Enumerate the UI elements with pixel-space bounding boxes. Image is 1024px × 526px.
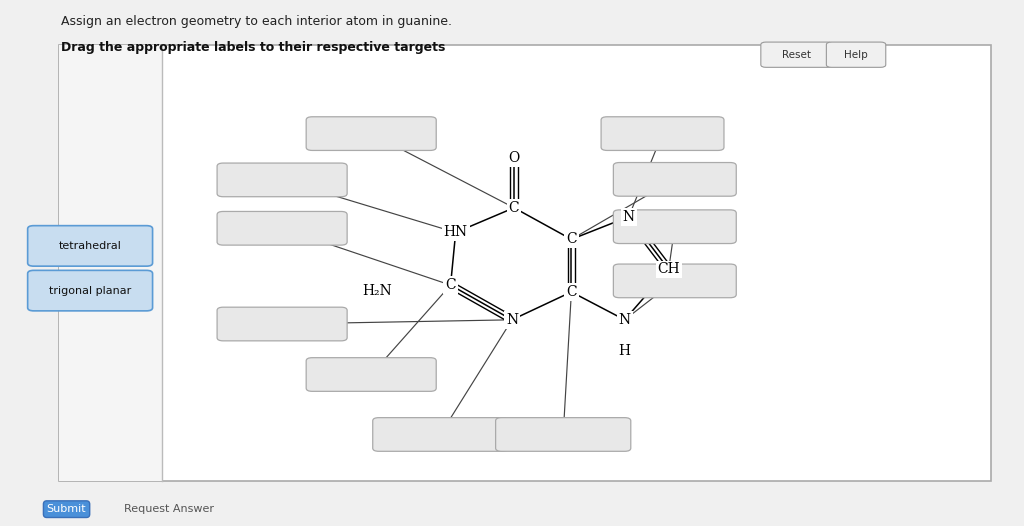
FancyBboxPatch shape [613,163,736,196]
Text: trigonal planar: trigonal planar [49,286,131,296]
FancyBboxPatch shape [761,42,833,67]
Text: CH: CH [657,262,680,276]
Text: Reset: Reset [782,49,811,60]
FancyBboxPatch shape [59,45,162,481]
Text: C: C [566,232,577,246]
Text: Submit: Submit [47,504,86,514]
Text: H₂N: H₂N [361,284,392,298]
FancyBboxPatch shape [217,307,347,341]
Text: Request Answer: Request Answer [124,504,214,514]
Text: N: N [618,313,631,327]
FancyBboxPatch shape [217,163,347,197]
FancyBboxPatch shape [496,418,631,451]
Text: O: O [509,151,519,165]
FancyBboxPatch shape [59,45,991,481]
Text: tetrahedral: tetrahedral [58,241,122,251]
Text: C: C [445,278,456,292]
Text: Help: Help [844,49,868,60]
FancyBboxPatch shape [217,211,347,245]
FancyBboxPatch shape [826,42,886,67]
FancyBboxPatch shape [373,418,508,451]
FancyBboxPatch shape [306,358,436,391]
Text: H: H [618,345,631,358]
Text: C: C [509,201,519,215]
Text: N: N [506,313,518,327]
Text: C: C [566,285,577,299]
FancyBboxPatch shape [613,264,736,298]
Text: HN: HN [443,226,468,239]
FancyBboxPatch shape [613,210,736,244]
Text: Drag the appropriate labels to their respective targets: Drag the appropriate labels to their res… [61,41,445,54]
FancyBboxPatch shape [306,117,436,150]
FancyBboxPatch shape [601,117,724,150]
FancyBboxPatch shape [28,270,153,311]
Text: N: N [623,210,635,224]
FancyBboxPatch shape [28,226,153,266]
Text: Assign an electron geometry to each interior atom in guanine.: Assign an electron geometry to each inte… [61,15,453,27]
